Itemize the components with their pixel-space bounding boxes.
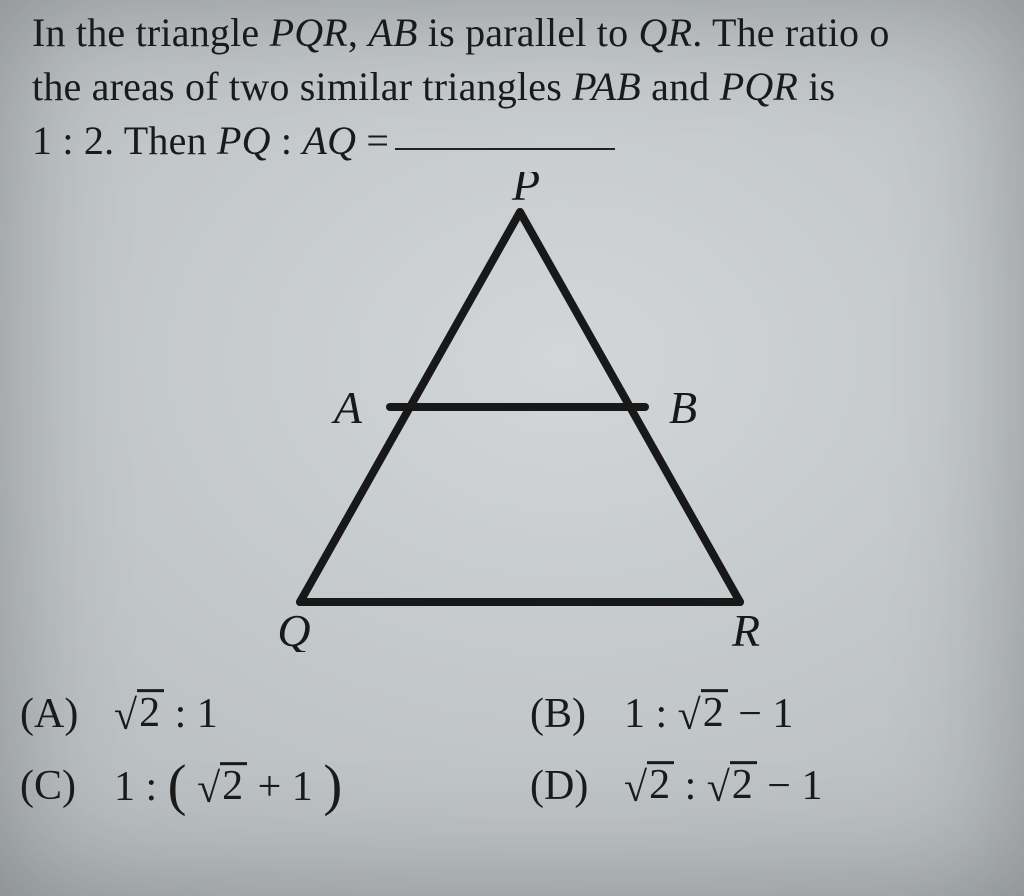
vertex-label-q: Q bbox=[277, 605, 310, 652]
sqrt-icon: √2 bbox=[678, 693, 728, 735]
option-a-tag: (A) bbox=[20, 688, 100, 741]
text: : bbox=[271, 118, 303, 163]
text: = bbox=[356, 118, 389, 163]
options-block: (A) √2 : 1 (B) 1 : √2 − 1 (C) 1 : bbox=[20, 688, 1014, 831]
text: is parallel to bbox=[418, 10, 639, 55]
rparen-icon: ) bbox=[323, 754, 342, 817]
sqrt-icon: √2 bbox=[197, 766, 247, 808]
option-c-tag: (C) bbox=[20, 760, 100, 813]
vertex-label-r: R bbox=[731, 605, 760, 652]
options-row-1: (A) √2 : 1 (B) 1 : √2 − 1 bbox=[20, 688, 1014, 741]
page: In the triangle PQR, AB is parallel to Q… bbox=[0, 0, 1024, 896]
sqrt-icon: √2 bbox=[707, 765, 757, 807]
text: 1 : 2. Then bbox=[32, 118, 217, 163]
options-row-2: (C) 1 : ( √2 + 1 ) (D) √2 : √2 − 1 bbox=[20, 759, 1014, 814]
text: : bbox=[685, 763, 697, 809]
problem-statement: In the triangle PQR, AB is parallel to Q… bbox=[32, 6, 1020, 168]
problem-line-3: 1 : 2. Then PQ : AQ = bbox=[32, 114, 1020, 168]
triangle-figure: P A B Q R bbox=[260, 172, 780, 652]
var-aq: AQ bbox=[302, 118, 356, 163]
var-qr: QR bbox=[639, 10, 693, 55]
vertex-label-a: A bbox=[331, 382, 363, 433]
var-pqr2: PQR bbox=[720, 64, 798, 109]
sqrt-icon: √2 bbox=[114, 693, 164, 735]
sqrt-arg: 2 bbox=[647, 761, 674, 806]
answer-blank bbox=[395, 112, 615, 150]
text: − 1 bbox=[738, 691, 793, 737]
text: , bbox=[348, 10, 368, 55]
sqrt-arg: 2 bbox=[730, 761, 757, 806]
text: : 1 bbox=[175, 691, 218, 737]
option-a: (A) √2 : 1 bbox=[20, 688, 530, 741]
vertex-label-b: B bbox=[669, 382, 697, 433]
sqrt-arg: 2 bbox=[220, 762, 247, 807]
option-b-expr: 1 : √2 − 1 bbox=[624, 688, 793, 741]
sqrt-arg: 2 bbox=[137, 689, 164, 734]
option-d: (D) √2 : √2 − 1 bbox=[530, 759, 1014, 814]
text: + 1 bbox=[258, 764, 313, 810]
var-pq: PQ bbox=[217, 118, 271, 163]
option-a-expr: √2 : 1 bbox=[114, 688, 218, 741]
text: is bbox=[798, 64, 835, 109]
text: In the triangle bbox=[32, 10, 270, 55]
option-c-expr: 1 : ( √2 + 1 ) bbox=[114, 759, 342, 814]
problem-line-1: In the triangle PQR, AB is parallel to Q… bbox=[32, 6, 1020, 60]
option-b-tag: (B) bbox=[530, 688, 610, 741]
text: 1 : bbox=[624, 691, 667, 737]
text: 1 : bbox=[114, 764, 157, 810]
var-ab: AB bbox=[368, 10, 417, 55]
text: − 1 bbox=[767, 763, 822, 809]
sqrt-arg: 2 bbox=[701, 689, 728, 734]
triangle-svg: P A B Q R bbox=[260, 172, 780, 652]
var-pab: PAB bbox=[572, 64, 641, 109]
text: and bbox=[641, 64, 720, 109]
option-b: (B) 1 : √2 − 1 bbox=[530, 688, 1014, 741]
vertex-label-p: P bbox=[511, 172, 540, 210]
text: the areas of two similar triangles bbox=[32, 64, 572, 109]
option-c: (C) 1 : ( √2 + 1 ) bbox=[20, 759, 530, 814]
lparen-icon: ( bbox=[168, 754, 187, 817]
option-d-tag: (D) bbox=[530, 760, 610, 813]
sqrt-icon: √2 bbox=[624, 765, 674, 807]
problem-line-2: the areas of two similar triangles PAB a… bbox=[32, 60, 1020, 114]
option-d-expr: √2 : √2 − 1 bbox=[624, 760, 822, 813]
text: . The ratio o bbox=[692, 10, 889, 55]
var-pqr: PQR bbox=[270, 10, 348, 55]
